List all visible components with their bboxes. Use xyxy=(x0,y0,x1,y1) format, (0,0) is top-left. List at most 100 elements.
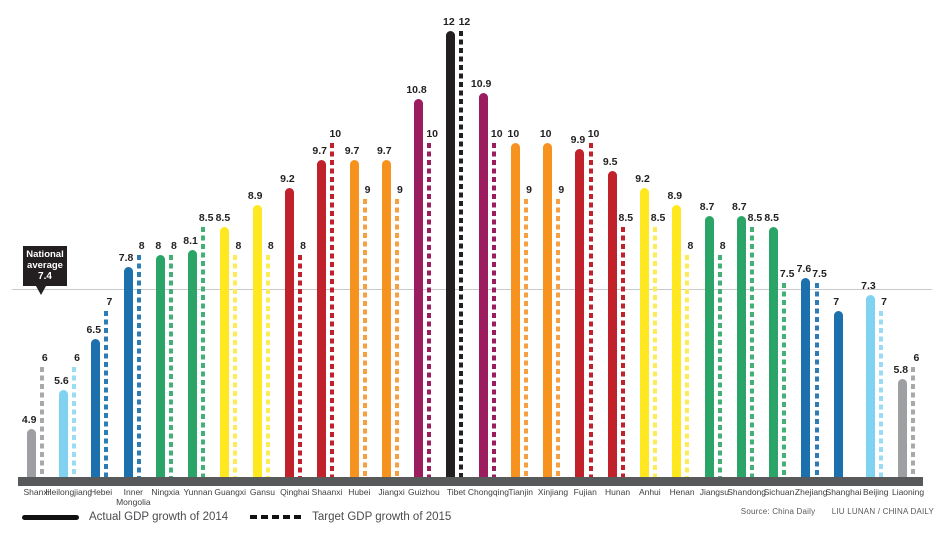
axis-label-anhui: Anhui xyxy=(638,487,661,497)
axis-label-heilongjiang: Heilongjiang xyxy=(45,487,93,497)
value-label-actual-hubei: 9.7 xyxy=(344,145,360,158)
value-label-target-anhui: 8.5 xyxy=(650,212,666,225)
bar-target-xinjiang xyxy=(556,199,561,477)
value-label-actual-liaoning: 5.8 xyxy=(893,363,909,376)
bar-target-chongqing xyxy=(491,143,496,477)
bar-actual-tibet xyxy=(446,31,456,477)
bar-actual-beijing xyxy=(865,294,875,477)
bar-actual-anhui xyxy=(640,188,650,477)
axis-label-inner-mongolia: Inner Mongolia xyxy=(116,487,151,507)
axis-label-qinghai: Qinghai xyxy=(280,487,310,497)
bar-target-heilongjiang xyxy=(72,367,77,477)
bar-target-ningxia xyxy=(168,255,173,477)
value-label-actual-hunan: 9.5 xyxy=(602,156,618,169)
value-label-actual-shanghai: 7 xyxy=(833,296,840,309)
value-label-actual-shaanxi: 9.7 xyxy=(312,145,328,158)
bar-actual-shaanxi xyxy=(317,160,327,477)
bar-target-jiangxi xyxy=(394,199,399,477)
value-label-actual-tianjin: 10 xyxy=(507,128,520,141)
bar-actual-zhejiang xyxy=(801,277,811,477)
bar-target-fujian xyxy=(588,143,593,477)
bar-actual-henan xyxy=(672,205,682,477)
axis-label-tibet: Tibet xyxy=(446,487,466,497)
bar-actual-hunan xyxy=(607,171,617,477)
axis-label-shanghai: Shanghai xyxy=(825,487,862,497)
value-label-actual-shandong: 8.7 xyxy=(732,201,747,214)
value-label-target-shandong: 8.5 xyxy=(747,212,763,225)
value-label-target-hebei: 7 xyxy=(106,296,113,309)
bar-target-shanxi xyxy=(39,367,44,477)
bar-target-hubei xyxy=(362,199,367,477)
value-label-actual-guizhou: 10.8 xyxy=(406,83,427,96)
value-label-target-zhejiang: 7.5 xyxy=(812,268,827,281)
value-label-target-hunan: 8.5 xyxy=(618,212,634,225)
bar-target-beijing xyxy=(879,311,884,477)
bar-actual-guizhou xyxy=(414,98,424,477)
axis-label-chongqing: Chongqing xyxy=(467,487,509,497)
national-average-text-line1: National xyxy=(26,249,64,260)
value-label-target-beijing: 7 xyxy=(881,296,887,309)
value-label-target-tibet: 12 xyxy=(458,16,471,29)
value-label-target-ningxia: 8 xyxy=(170,240,177,253)
axis-label-gansu: Gansu xyxy=(249,487,275,497)
bar-target-qinghai xyxy=(298,255,303,477)
national-average-callout: National average 7.4 xyxy=(23,246,67,295)
value-label-actual-inner-mongolia: 7.8 xyxy=(118,251,134,264)
bar-actual-jiangsu xyxy=(704,216,714,477)
value-label-target-yunnan: 8.5 xyxy=(198,212,214,225)
legend-actual-label: Actual GDP growth of 2014 xyxy=(89,511,229,523)
axis-label-jiangsu: Jiangsu xyxy=(699,487,730,497)
value-label-target-inner-mongolia: 8 xyxy=(138,240,145,253)
bar-actual-shanxi xyxy=(26,429,36,477)
bar-actual-jiangxi xyxy=(381,160,391,477)
axis-label-hunan: Hunan xyxy=(605,487,631,497)
national-average-line xyxy=(12,289,932,290)
value-label-actual-jiangxi: 9.7 xyxy=(376,145,392,158)
bar-target-tianjin xyxy=(524,199,528,477)
bar-actual-qinghai xyxy=(284,188,294,477)
bar-target-sichuan xyxy=(782,283,787,477)
bar-actual-guangxi xyxy=(220,227,230,477)
axis-label-guangxi: Guangxi xyxy=(214,487,246,497)
source-text: Source: China Daily xyxy=(740,507,816,516)
value-label-target-jiangsu: 8 xyxy=(719,240,726,253)
legend-target-label: Target GDP growth of 2015 xyxy=(312,511,452,523)
value-label-target-liaoning: 6 xyxy=(913,352,920,365)
value-label-target-guangxi: 8 xyxy=(235,240,242,253)
value-label-actual-zhejiang: 7.6 xyxy=(796,262,812,275)
bar-target-guangxi xyxy=(233,255,238,477)
value-label-actual-ningxia: 8 xyxy=(155,240,162,253)
bar-actual-chongqing xyxy=(478,93,488,477)
value-label-actual-beijing: 7.3 xyxy=(861,279,876,292)
value-label-target-fujian: 10 xyxy=(587,128,600,141)
axis-label-ningxia: Ningxia xyxy=(151,487,180,497)
bar-target-jiangsu xyxy=(717,255,722,477)
bar-target-gansu xyxy=(265,255,270,477)
bar-target-anhui xyxy=(653,227,658,477)
x-axis xyxy=(18,477,923,486)
axis-label-fujian: Fujian xyxy=(573,487,597,497)
value-label-actual-shanxi: 4.9 xyxy=(21,414,37,426)
bar-actual-yunnan xyxy=(188,249,198,477)
value-label-target-qinghai: 8 xyxy=(300,240,306,253)
bar-actual-tianjin xyxy=(510,143,520,477)
bar-target-hebei xyxy=(104,311,109,477)
bar-target-shandong xyxy=(749,227,754,477)
legend-dashed-line-icon xyxy=(250,515,305,519)
value-label-target-jiangxi: 9 xyxy=(396,184,403,197)
bar-actual-heilongjiang xyxy=(58,389,68,477)
legend-solid-line-icon xyxy=(22,514,79,520)
bar-actual-hebei xyxy=(91,339,101,477)
value-label-actual-chongqing: 10.9 xyxy=(470,78,492,90)
bar-actual-shanghai xyxy=(833,311,843,477)
axis-label-yunnan: Yunnan xyxy=(183,487,213,497)
axis-label-liaoning: Liaoning xyxy=(891,487,925,497)
value-label-target-guizhou: 10 xyxy=(426,128,438,141)
value-label-actual-henan: 8.9 xyxy=(667,190,683,202)
credit-text: LIU LUNAN / CHINA DAILY xyxy=(831,507,934,516)
axis-label-beijing: Beijing xyxy=(863,487,889,497)
value-label-actual-hebei: 6.5 xyxy=(86,324,102,337)
bar-target-inner-mongolia xyxy=(136,255,141,477)
axis-label-sichuan: Sichuan xyxy=(763,487,795,497)
